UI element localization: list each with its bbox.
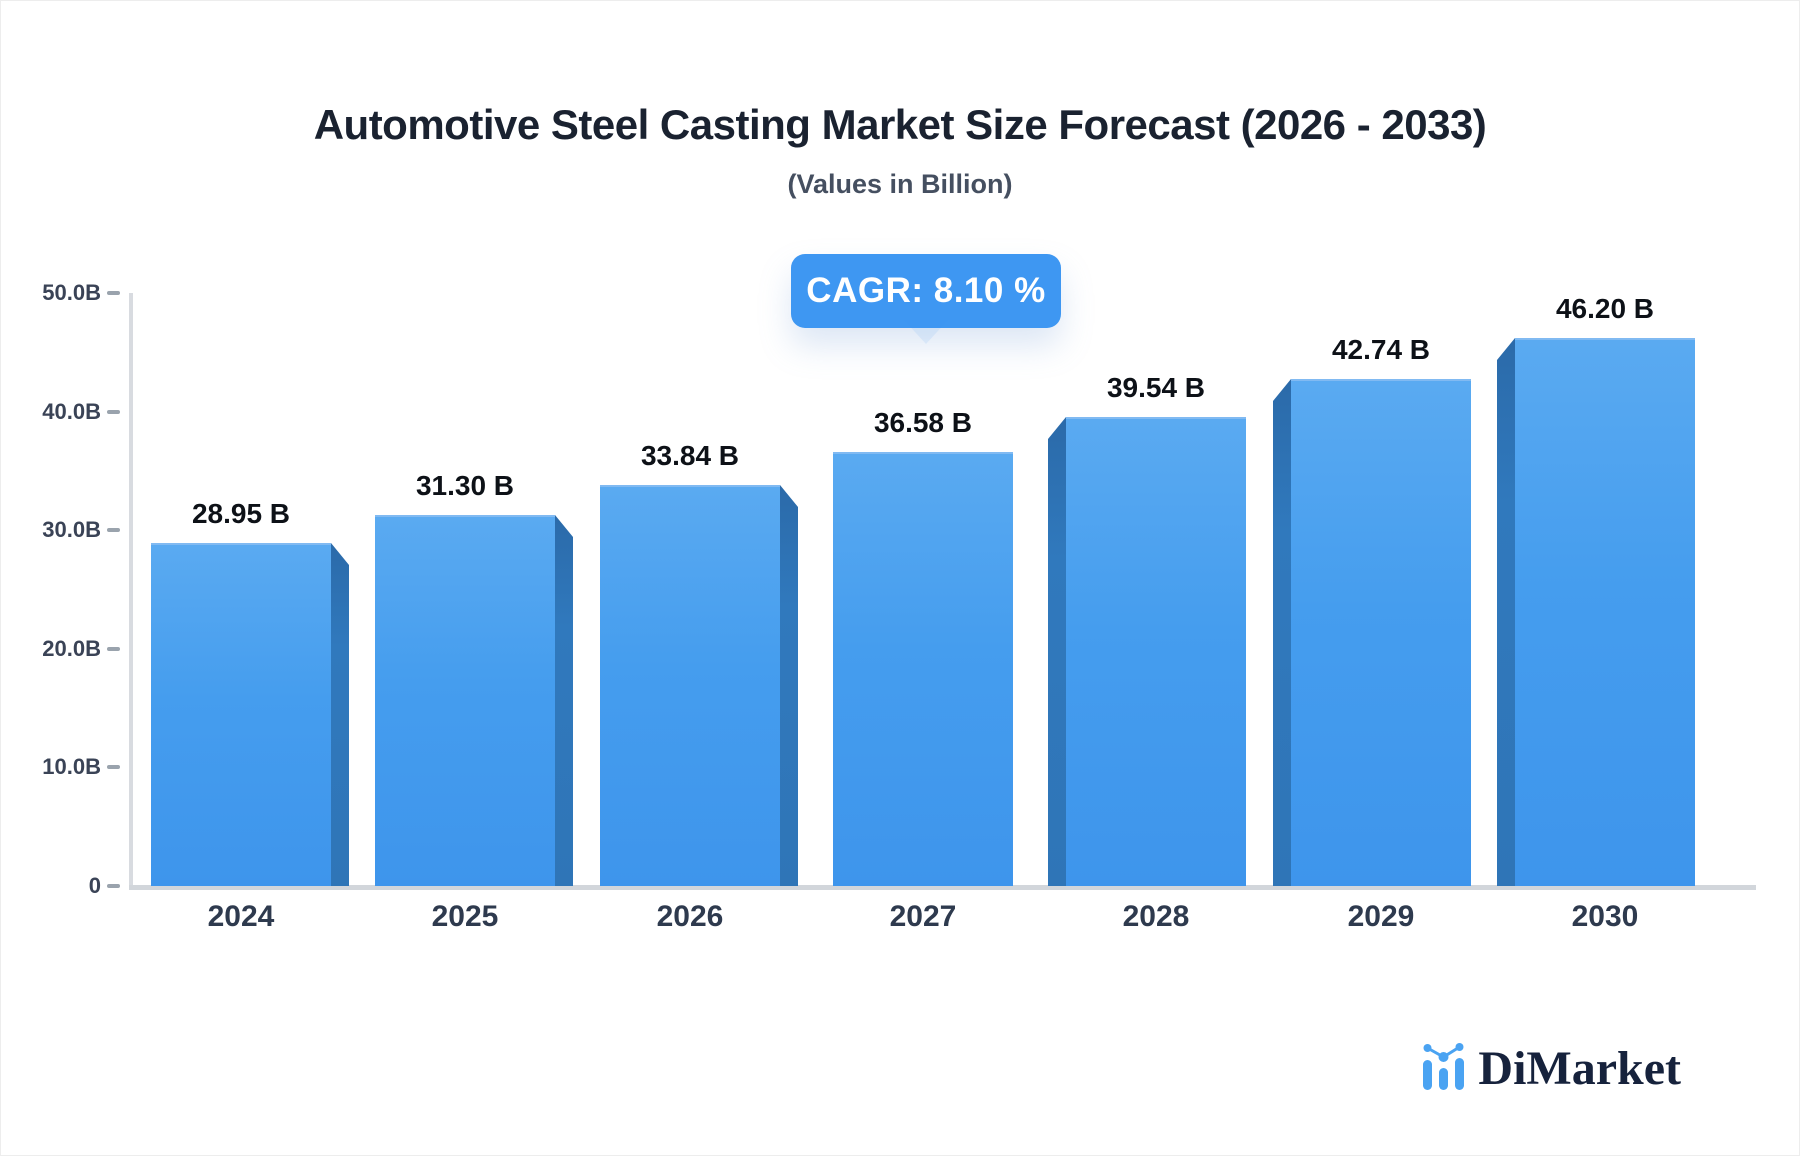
- bar-2028[interactable]: [1066, 417, 1246, 886]
- bar-group-2024: [151, 543, 349, 886]
- y-tick-dash: [107, 646, 120, 651]
- bar-line-chart-icon: [1423, 1043, 1465, 1090]
- bar-group-2026: [600, 485, 798, 886]
- x-tick-label: 2024: [207, 900, 275, 933]
- bar-side-face: [1273, 379, 1291, 886]
- chart-title: Automotive Steel Casting Market Size For…: [313, 101, 1487, 148]
- bar-side-face: [555, 515, 573, 886]
- bar-side-face: [780, 485, 798, 886]
- bar-2027[interactable]: [833, 452, 1013, 886]
- bar-side-face: [1048, 417, 1066, 886]
- logo-text: DiMarket: [1478, 1042, 1681, 1095]
- bar-2029[interactable]: [1291, 379, 1471, 886]
- bar-value-label: 33.84 B: [640, 440, 740, 471]
- bar-value-label: 36.58 B: [873, 407, 973, 438]
- x-tick-label: 2028: [1122, 900, 1190, 933]
- y-tick-label: 30.0B: [42, 517, 101, 543]
- bar-2026[interactable]: [600, 485, 780, 886]
- bar-group-2029: [1273, 379, 1471, 886]
- y-tick-dash: [107, 884, 120, 888]
- bar-value-label: 46.20 B: [1555, 293, 1655, 324]
- bar-group-2025: [375, 515, 573, 886]
- bar-value-label: 39.54 B: [1106, 372, 1206, 403]
- y-tick-dash: [107, 765, 120, 770]
- bar-2025[interactable]: [375, 515, 555, 886]
- x-tick-label: 2029: [1347, 900, 1415, 933]
- dimarket-logo: DiMarket: [1421, 1041, 1681, 1093]
- y-tick-dash: [107, 528, 120, 533]
- y-tick-label: 10.0B: [42, 754, 101, 780]
- bar-side-face: [331, 543, 349, 886]
- cagr-badge: CAGR: 8.10 %: [791, 254, 1061, 328]
- y-axis-line: [129, 293, 133, 886]
- bar-value-label: 31.30 B: [415, 470, 515, 501]
- bar-group-2027: [824, 452, 1022, 886]
- chart-subtitle: (Values in Billion): [787, 169, 1013, 199]
- x-tick-label: 2026: [656, 900, 724, 933]
- bar-value-label: 42.74 B: [1331, 334, 1431, 365]
- x-tick-label: 2025: [431, 900, 499, 933]
- x-tick-label: 2030: [1571, 900, 1639, 933]
- bar-group-2030: [1497, 338, 1695, 886]
- y-tick-dash: [107, 409, 120, 414]
- y-tick-label: 50.0B: [42, 280, 101, 305]
- bar-2024[interactable]: [151, 543, 331, 886]
- bar-side-face: [1497, 338, 1515, 886]
- x-axis-line: [129, 885, 1756, 890]
- y-tick-dash: [107, 291, 120, 295]
- y-tick-label: 40.0B: [42, 398, 101, 424]
- y-tick-label: 0: [88, 873, 101, 898]
- x-tick-label: 2027: [889, 900, 957, 933]
- bar-value-label: 28.95 B: [191, 498, 291, 529]
- y-tick-label: 20.0B: [42, 635, 101, 661]
- bar-group-2028: [1048, 417, 1246, 886]
- bar-2030[interactable]: [1515, 338, 1695, 886]
